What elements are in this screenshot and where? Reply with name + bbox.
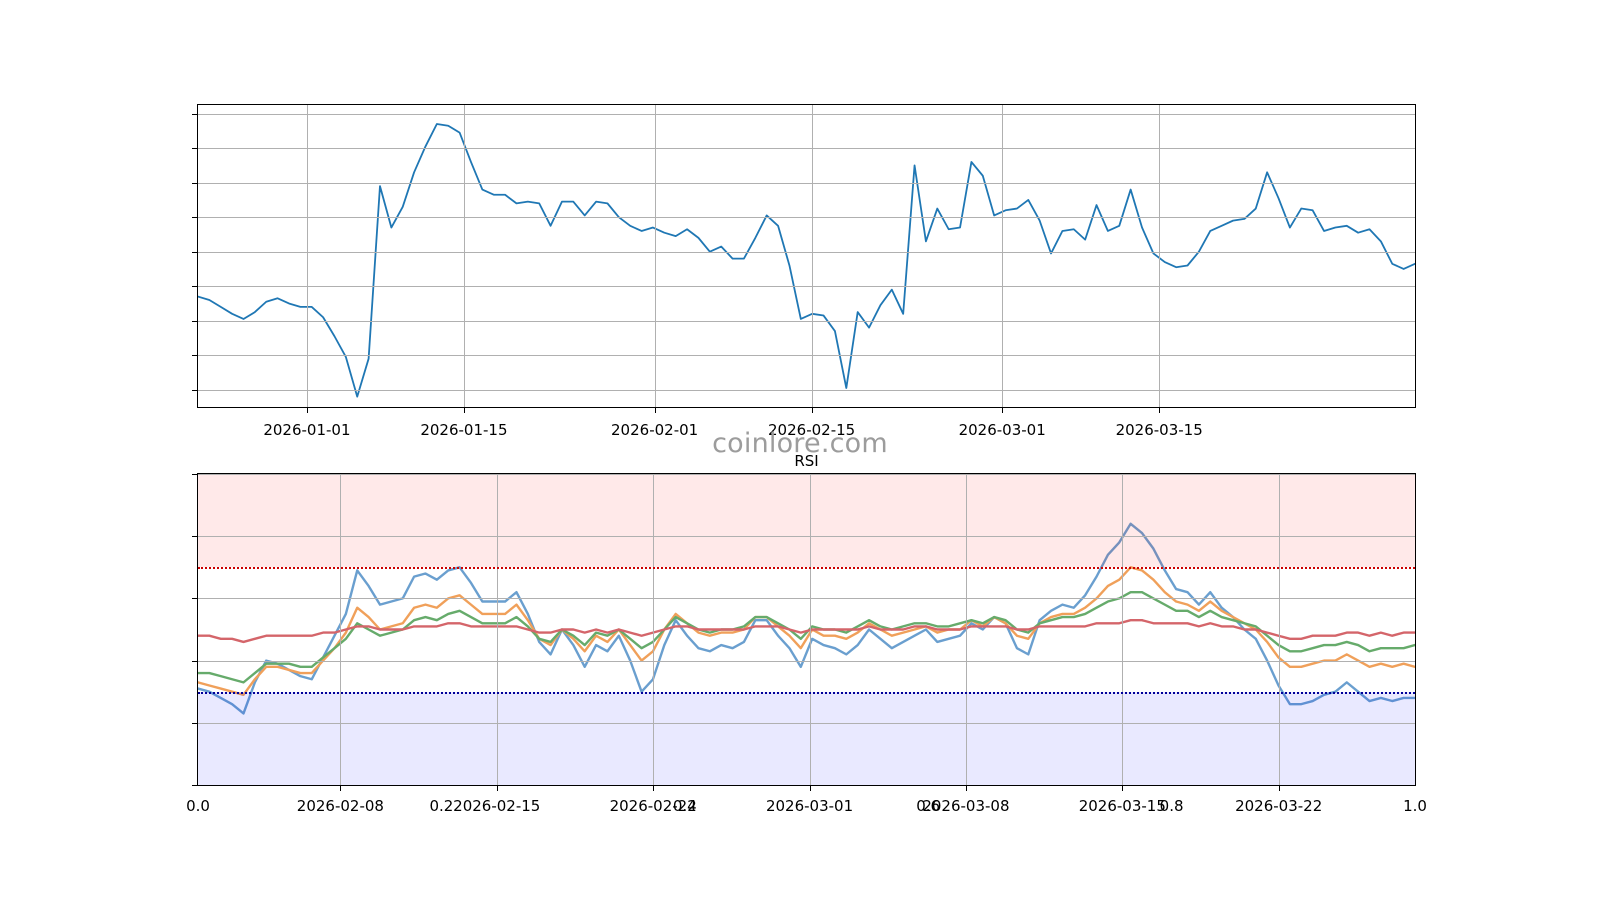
price-x-tick-mark <box>306 408 308 413</box>
price-y-tick-mark <box>192 286 197 288</box>
price-line-svg <box>198 123 1415 398</box>
rsi-x-tick-mark <box>965 786 967 791</box>
price-close-line <box>198 123 1415 398</box>
price-gridline-h <box>198 320 1415 322</box>
price-x-tick-mark <box>1159 408 1161 413</box>
price-gridline-v <box>812 105 813 407</box>
price-x-tick-label: 2026-01-01 <box>263 421 351 439</box>
rsi-plot-area[interactable] <box>197 473 1416 786</box>
rsi-gridline-h <box>198 785 1415 786</box>
rsi-x-tick-mark <box>340 786 342 791</box>
price-x-tick-label: 2026-01-15 <box>420 421 508 439</box>
price-y-tick-mark <box>192 182 197 184</box>
price-gridline-h <box>198 286 1415 288</box>
price-x-tick-mark <box>811 408 813 413</box>
rsi-gridline-v <box>497 474 498 785</box>
price-plot-area[interactable] <box>197 104 1416 408</box>
rsi-x-tick-label-numeric: 0.6 <box>916 797 941 815</box>
rsi-gridline-h <box>198 722 1415 724</box>
rsi-series-line <box>198 618 1415 644</box>
price-x-tick-label: 2026-02-15 <box>768 421 856 439</box>
price-gridline-h <box>198 251 1415 253</box>
rsi-x-tick-mark <box>1278 786 1280 791</box>
rsi-y-tick-mark <box>192 474 197 475</box>
price-gridline-h <box>198 389 1415 391</box>
price-y-tick-mark <box>192 389 197 391</box>
price-gridline-v <box>655 105 656 407</box>
price-gridline-v <box>1002 105 1003 407</box>
price-x-tick-label: 2026-03-15 <box>1115 421 1203 439</box>
rsi-title: RSI <box>794 452 819 470</box>
rsi-y-tick-mark <box>192 536 197 538</box>
rsi-x-tick-label: 2026-02-15 <box>453 797 541 815</box>
rsi-x-tick-label-numeric: 0.4 <box>672 797 697 815</box>
price-gridline-h <box>198 182 1415 184</box>
rsi-gridline-v <box>340 474 341 785</box>
rsi-x-tick-label: 2026-02-08 <box>296 797 384 815</box>
rsi-x-tick-label: 2026-03-01 <box>765 797 854 815</box>
rsi-gridline-v <box>810 474 811 785</box>
price-y-tick-mark <box>192 251 197 253</box>
rsi-gridline-h <box>198 660 1415 662</box>
rsi-gridline-v <box>653 474 654 785</box>
price-x-tick-mark <box>1002 408 1004 413</box>
rsi-x-tick-label: 2026-03-08 <box>922 797 1010 815</box>
price-gridline-h <box>198 113 1415 115</box>
price-x-tick-label: 2026-03-01 <box>958 421 1046 439</box>
price-x-tick-mark <box>463 408 465 413</box>
rsi-gridline-h <box>198 598 1415 600</box>
price-gridline-v <box>464 105 465 407</box>
price-gridline-v <box>1159 105 1160 407</box>
rsi-gridline-v <box>1122 474 1123 785</box>
rsi-gridline-h <box>198 536 1415 538</box>
rsi-x-tick-mark <box>809 786 811 791</box>
price-gridline-v <box>307 105 308 407</box>
rsi-y-tick-mark <box>192 785 197 786</box>
price-gridline-h <box>198 148 1415 150</box>
price-x-tick-label: 2026-02-01 <box>611 421 699 439</box>
price-x-tick-mark <box>654 408 656 413</box>
rsi-series-line <box>198 566 1415 697</box>
price-y-tick-mark <box>192 217 197 219</box>
rsi-x-tick-label: 2026-02-22 <box>609 797 697 815</box>
price-gridline-h <box>198 217 1415 219</box>
rsi-oversold-band <box>198 691 1415 785</box>
rsi-x-tick-mark <box>496 786 498 791</box>
rsi-x-tick-label-numeric: 0.0 <box>186 797 210 815</box>
rsi-y-tick-mark <box>192 598 197 600</box>
rsi-x-tick-mark <box>653 786 655 791</box>
price-y-tick-mark <box>192 148 197 150</box>
rsi-x-tick-mark <box>1122 786 1124 791</box>
rsi-overbought-line <box>198 567 1415 570</box>
price-y-tick-mark <box>192 320 197 322</box>
price-gridline-h <box>198 355 1415 357</box>
rsi-x-tick-label-numeric: 0.8 <box>1159 797 1184 815</box>
rsi-y-tick-mark <box>192 660 197 662</box>
rsi-gridline-h <box>198 474 1415 475</box>
rsi-gridline-v <box>1279 474 1280 785</box>
rsi-y-tick-mark <box>192 722 197 724</box>
rsi-gridline-v <box>966 474 967 785</box>
price-y-tick-mark <box>192 113 197 115</box>
price-y-tick-mark <box>192 355 197 357</box>
rsi-x-tick-label: 2026-03-22 <box>1235 797 1323 815</box>
rsi-overbought-band <box>198 474 1415 568</box>
rsi-x-tick-label-numeric: 0.2 <box>429 797 454 815</box>
rsi-x-tick-label-numeric: 1.0 <box>1403 797 1427 815</box>
rsi-x-tick-label: 2026-03-15 <box>1078 797 1166 815</box>
rsi-oversold-line <box>198 691 1415 694</box>
